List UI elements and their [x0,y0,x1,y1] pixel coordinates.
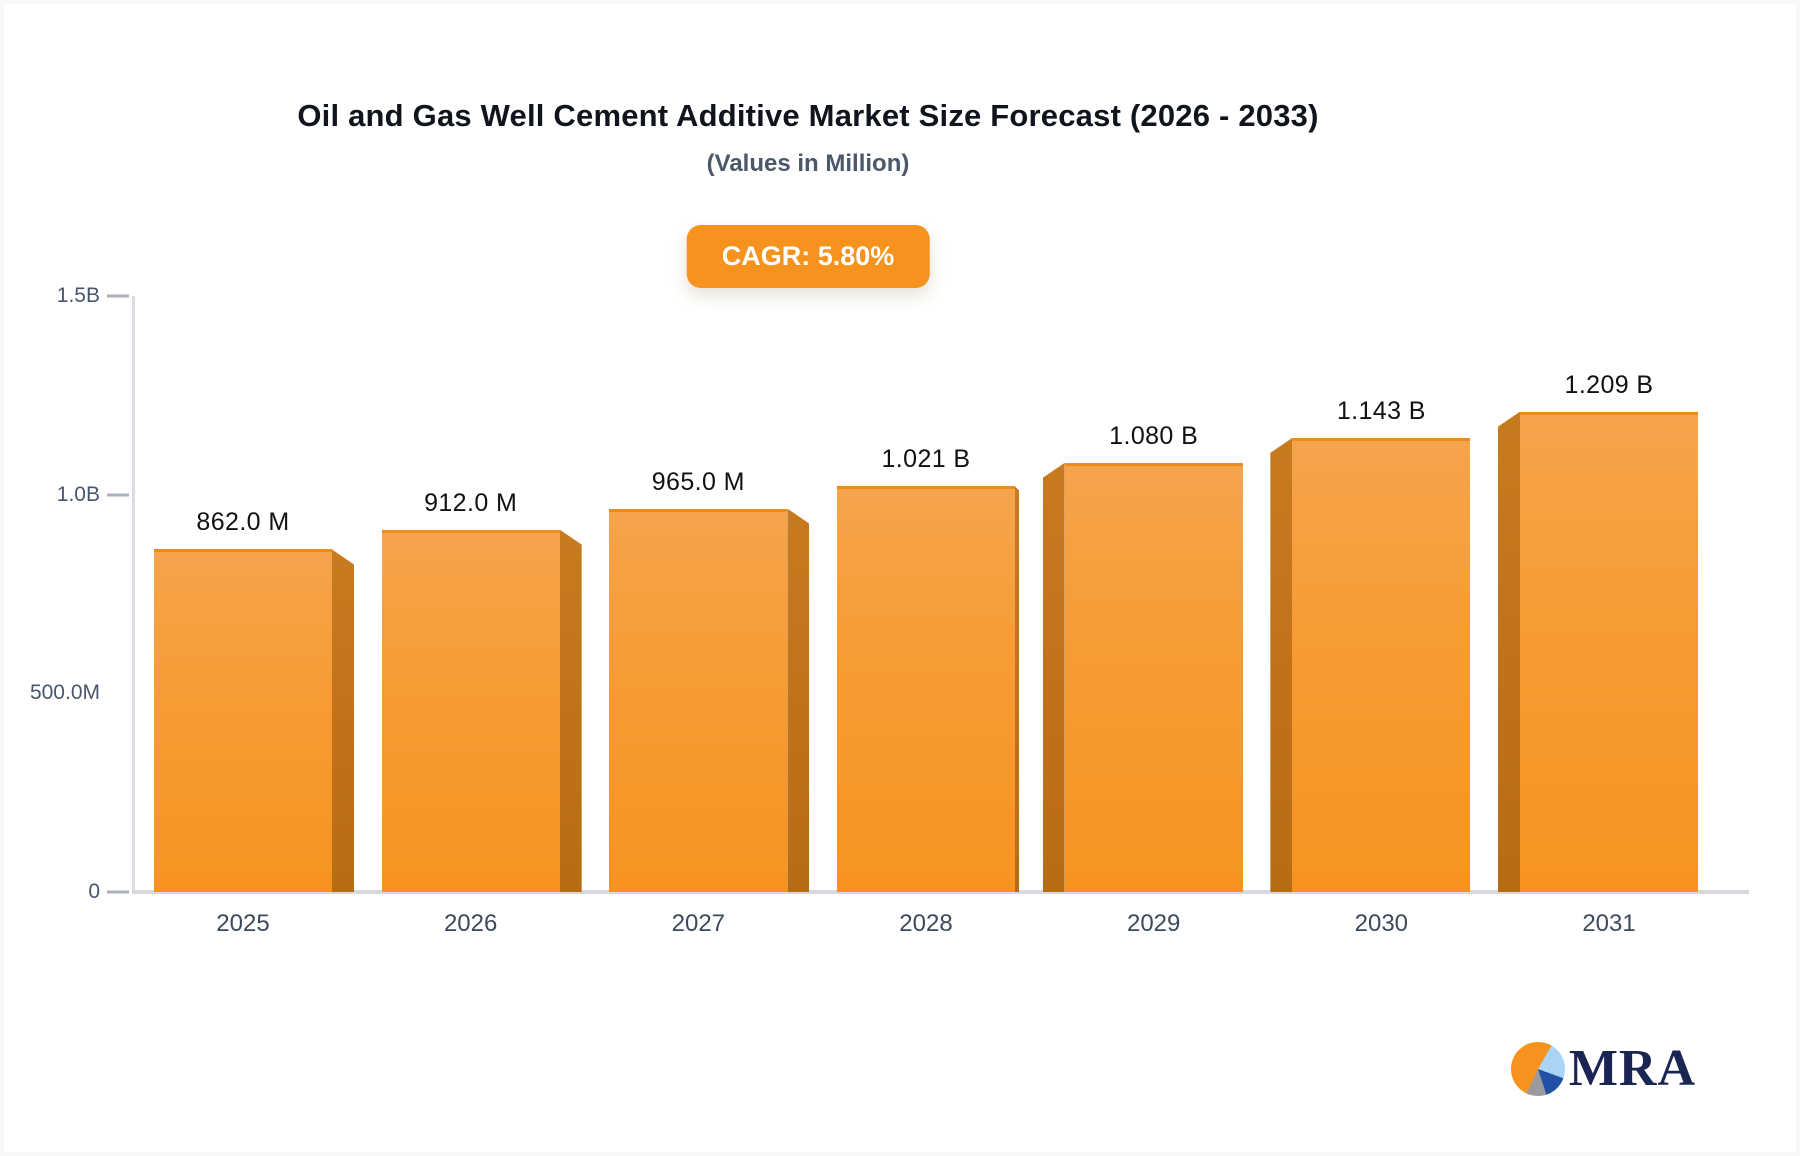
bar-side [1042,462,1065,892]
bar[interactable] [154,549,332,892]
bar-value-label: 1.021 B [881,445,971,474]
bar[interactable] [1520,411,1699,892]
bar-side [559,529,582,892]
bar-value-label: 1.209 B [1564,370,1654,399]
bar-side [1015,486,1019,892]
mra-logo: MRA [1510,1040,1696,1097]
bar[interactable] [381,529,560,892]
chart-title: Oil and Gas Well Cement Additive Market … [297,98,1319,133]
bar[interactable] [837,486,1015,892]
x-axis [132,890,1749,894]
bar-side [787,508,810,892]
y-axis-tick [107,890,129,894]
x-axis-label: 2031 [1582,910,1636,937]
x-axis-label: 2026 [443,910,498,937]
cagr-badge: CAGR: 5.80% [686,225,930,288]
bar[interactable] [609,508,788,892]
bar[interactable] [1292,437,1471,892]
x-axis-label: 2027 [671,910,726,937]
bar-value-label: 912.0 M [424,488,518,517]
bar-value-label: 1.143 B [1336,396,1426,425]
y-axis-tick [107,493,129,497]
bar-value-label: 1.080 B [1109,421,1199,450]
bar[interactable] [1064,462,1243,892]
x-axis-label: 2028 [899,910,953,937]
x-axis-label: 2030 [1354,910,1409,937]
bar-value-label: 862.0 M [196,508,290,537]
chart-subtitle: (Values in Million) [706,150,910,177]
y-axis-tick [107,294,129,298]
x-axis-label: 2025 [216,910,270,937]
bar-side [332,549,354,892]
bar-value-label: 965.0 M [651,467,745,496]
bar-side [1498,411,1521,892]
y-axis-label: 500.0M [29,681,100,705]
x-axis-label: 2029 [1126,910,1181,937]
y-axis [132,296,135,893]
mra-logo-text: MRA [1568,1040,1696,1097]
y-axis-label: 1.5B [56,284,100,307]
pie-chart-icon [1510,1042,1565,1096]
y-axis-label: 0 [88,880,100,903]
y-axis-label: 1.0B [56,482,100,506]
bar-side [1270,437,1293,892]
